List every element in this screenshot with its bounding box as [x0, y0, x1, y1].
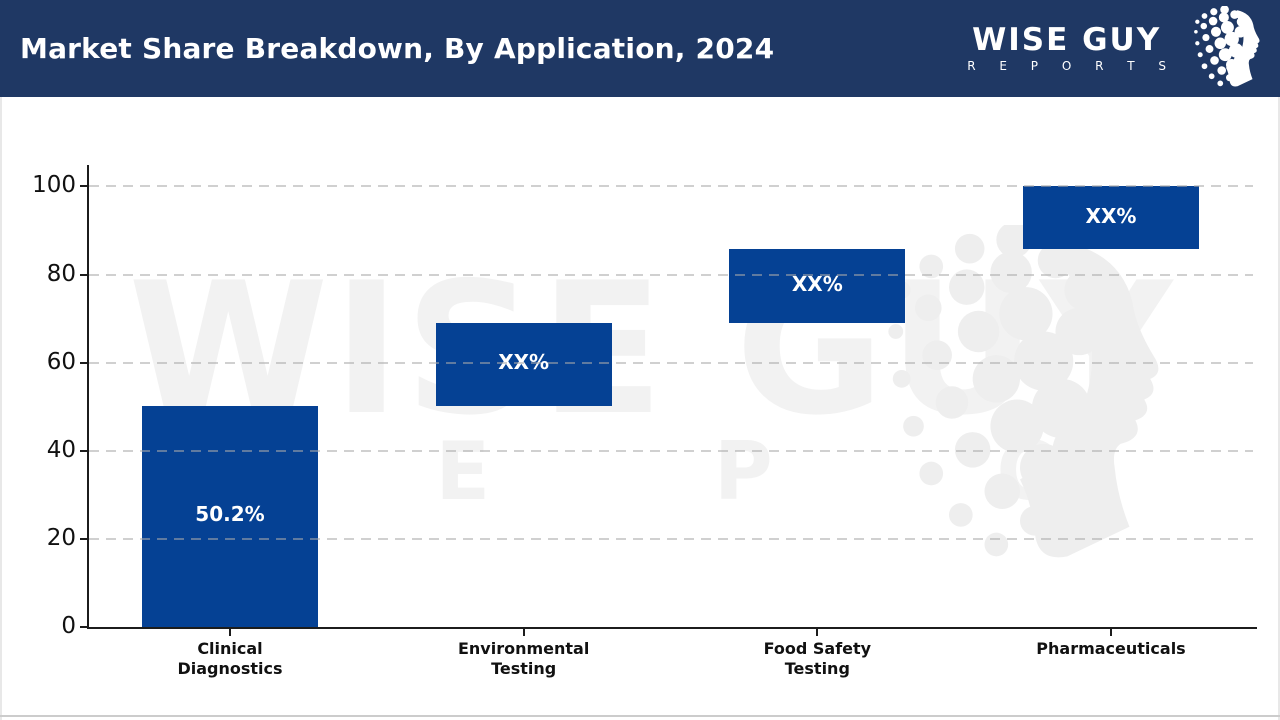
brand-subtitle: R E P O R T S — [967, 59, 1176, 73]
y-tick-mark-20 — [80, 537, 87, 540]
x-tick-mark-clinical-diagnostics — [229, 629, 231, 636]
grid-line-60 — [89, 361, 1253, 364]
x-category-label-environmental-testing: Environmental Testing — [457, 639, 590, 678]
x-tick-mark-environmental-testing — [522, 629, 525, 636]
grid-line-20 — [89, 537, 1253, 540]
brand-logo: WISE GUY R E P O R T S — [957, 0, 1270, 97]
bar-food-safety-testing: XX% — [729, 248, 906, 323]
header-bar: Market Share Breakdown, By Application, … — [0, 0, 1280, 97]
x-category-label-clinical-diagnostics: Clinical Diagnostics — [177, 639, 283, 678]
x-tick-mark-pharmaceuticals — [1110, 629, 1112, 636]
bar-value-label-food-safety-testing: XX% — [791, 271, 843, 296]
y-tick-mark-80 — [80, 273, 87, 276]
brand-head-icon — [1182, 6, 1270, 92]
bar-value-label-pharmaceuticals: XX% — [1085, 203, 1137, 228]
y-tick-label-0: 0 — [61, 613, 76, 639]
grid-line-80 — [89, 273, 1253, 276]
page-border-right — [1278, 97, 1280, 720]
page-title: Market Share Breakdown, By Application, … — [20, 32, 775, 65]
y-axis-spine — [87, 165, 89, 629]
page-border-left — [0, 97, 2, 720]
x-tick-mark-food-safety-testing — [816, 629, 819, 636]
x-category-label-food-safety-testing: Food Safety Testing — [763, 639, 872, 678]
y-tick-mark-60 — [80, 361, 87, 364]
y-tick-mark-40 — [80, 449, 87, 452]
y-tick-label-20: 20 — [46, 524, 76, 551]
y-tick-label-80: 80 — [46, 260, 76, 287]
grid-line-100 — [89, 185, 1253, 188]
grid-line-40 — [89, 449, 1253, 452]
x-axis-spine — [87, 627, 1257, 629]
x-category-label-pharmaceuticals: Pharmaceuticals — [1036, 639, 1186, 658]
bar-environmental-testing: XX% — [435, 322, 612, 406]
y-tick-label-100: 100 — [32, 172, 76, 199]
bar-value-label-clinical-diagnostics: 50.2% — [195, 502, 265, 527]
footer-divider — [0, 715, 1280, 717]
y-tick-label-60: 60 — [46, 348, 76, 375]
brand-logo-text: WISE GUY R E P O R T S — [957, 22, 1176, 73]
y-tick-mark-0 — [80, 626, 87, 628]
bar-pharmaceuticals: XX% — [1023, 186, 1199, 249]
brand-name: WISE GUY — [972, 22, 1162, 58]
y-tick-label-40: 40 — [46, 436, 76, 463]
bar-clinical-diagnostics: 50.2% — [142, 405, 318, 627]
y-tick-mark-100 — [80, 185, 87, 188]
